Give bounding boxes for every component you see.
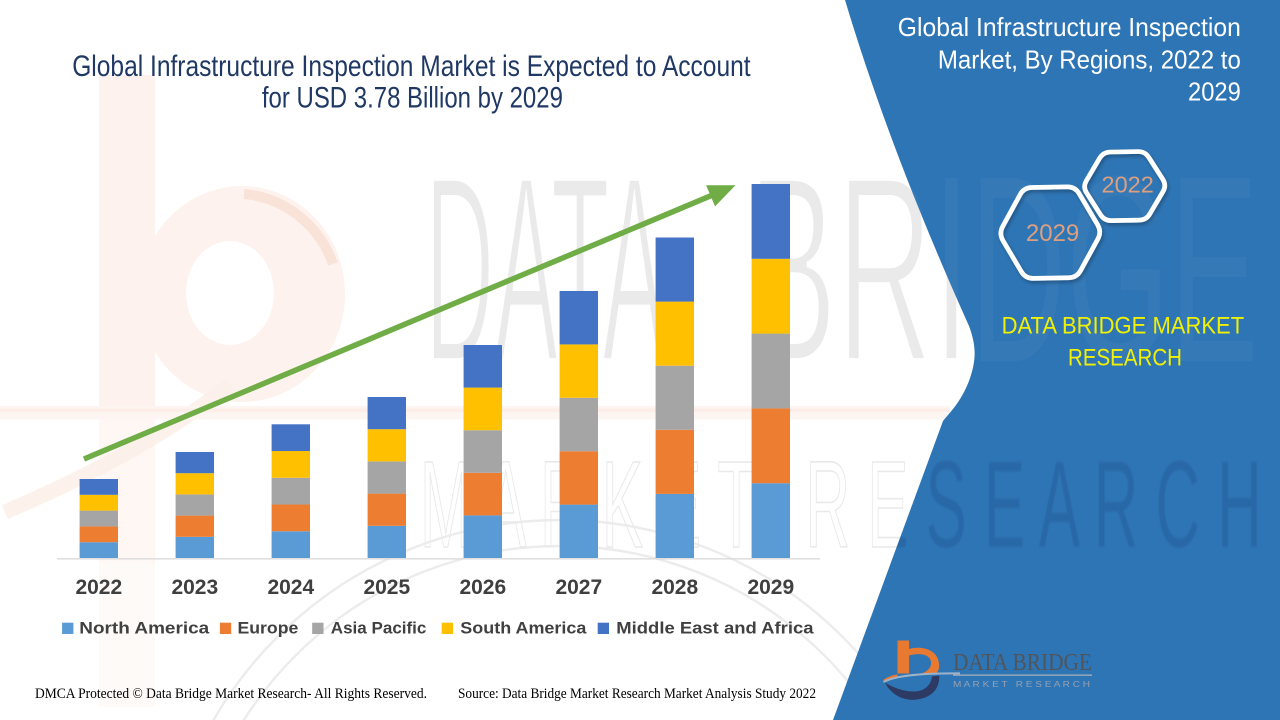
svg-text:Asia Pacific: Asia Pacific [331,619,427,638]
svg-text:DMCA Protected © Data Bridge M: DMCA Protected © Data Bridge Market Rese… [35,686,427,702]
svg-text:Europe: Europe [238,619,299,638]
svg-text:Source: Data Bridge Market Res: Source: Data Bridge Market Research Mark… [458,686,816,702]
svg-text:South America: South America [460,619,587,638]
svg-text:M A R K E T R E S E A R C H: M A R K E T R E S E A R C H [953,680,1090,689]
svg-text:2028: 2028 [651,576,698,599]
svg-text:Market, By Regions, 2022 to: Market, By Regions, 2022 to [938,44,1241,74]
svg-text:2029: 2029 [747,576,794,599]
svg-text:2022: 2022 [75,576,122,599]
svg-text:2024: 2024 [267,576,314,599]
svg-text:2026: 2026 [459,576,506,599]
svg-text:2023: 2023 [171,576,218,599]
svg-text:Global Infrastructure Inspecti: Global Infrastructure Inspection [898,12,1241,42]
svg-text:DATA BRIDGE: DATA BRIDGE [953,650,1092,676]
svg-text:RESEARCH: RESEARCH [1068,344,1182,371]
svg-text:2029: 2029 [1026,220,1079,247]
svg-text:2022: 2022 [1102,172,1154,198]
svg-text:Middle East and Africa: Middle East and Africa [616,619,814,638]
svg-text:for USD 3.78 Billion by 2029: for USD 3.78 Billion by 2029 [262,82,563,115]
svg-text:Global Infrastructure Inspecti: Global Infrastructure Inspection Market … [72,50,751,83]
svg-text:North America: North America [79,619,210,638]
svg-text:2029: 2029 [1188,77,1241,107]
svg-text:DATA BRIDGE MARKET: DATA BRIDGE MARKET [1002,313,1245,340]
svg-text:2025: 2025 [363,576,410,599]
svg-text:DATA: DATA [425,120,666,418]
svg-text:2027: 2027 [555,576,602,599]
